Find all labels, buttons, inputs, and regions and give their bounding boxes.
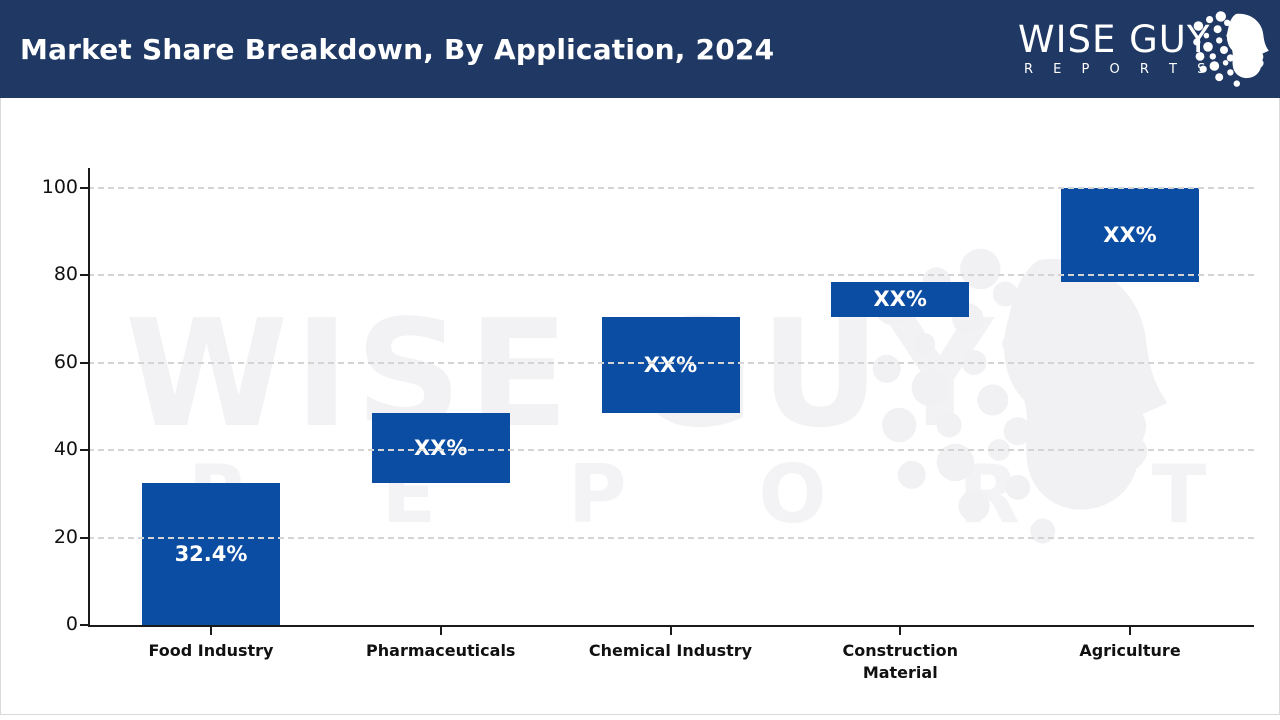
- watermark-text: WISE GUY: [125, 288, 1000, 460]
- y-tick-40: [80, 449, 88, 451]
- y-tick-100: [80, 186, 88, 189]
- bar-construction-material: XX%: [831, 282, 970, 317]
- category-label-0: Food Industry: [148, 641, 274, 660]
- gridline-60: [88, 361, 1254, 364]
- brand-logo: WISE GUY R E P O R T S: [1018, 10, 1270, 90]
- y-tick-label-40: 40: [53, 438, 78, 460]
- y-tick-label-100: 100: [41, 175, 78, 198]
- bar-pharmaceuticals: XX%: [371, 412, 510, 484]
- x-tick-2: [669, 627, 672, 635]
- x-tick-3: [899, 627, 902, 635]
- y-tick-20: [80, 536, 88, 539]
- y-tick-label-60: 60: [53, 350, 78, 373]
- category-label-1: Pharmaceuticals: [366, 641, 516, 660]
- y-axis-line: [88, 168, 90, 627]
- category-label-3: Construction Material: [842, 641, 959, 682]
- category-label-4: Agriculture: [1079, 641, 1181, 660]
- x-tick-1: [439, 627, 442, 635]
- bar-chemical-industry: XX%: [601, 316, 740, 413]
- bar-value-label: XX%: [1103, 222, 1157, 247]
- y-tick-label-20: 20: [53, 525, 78, 548]
- y-tick-80: [80, 274, 88, 276]
- y-tick-60: [80, 361, 88, 364]
- y-tick-label-80: 80: [53, 263, 78, 285]
- bar-value-label: XX%: [643, 352, 698, 377]
- brand-subtitle: R E P O R T S: [1024, 62, 1214, 77]
- dotted-head-icon: [1193, 11, 1269, 87]
- x-axis-line: [88, 625, 1254, 627]
- brand-name: WISE GUY: [1018, 18, 1211, 61]
- bar-value-label: XX%: [414, 436, 468, 461]
- category-label-2: Chemical Industry: [588, 641, 753, 660]
- y-tick-label-0: 0: [65, 613, 78, 635]
- bar-agriculture: XX%: [1061, 187, 1199, 282]
- gridline-100: [88, 186, 1254, 189]
- x-tick-4: [1129, 627, 1131, 635]
- gridline-40: [88, 449, 1254, 451]
- page-title: Market Share Breakdown, By Application, …: [20, 32, 775, 66]
- x-tick-0: [210, 627, 212, 635]
- gridline-80: [88, 274, 1254, 276]
- y-tick-0: [80, 624, 88, 626]
- header-bar: Market Share Breakdown, By Application, …: [0, 0, 1280, 98]
- gridline-20: [88, 536, 1254, 539]
- bar-value-label: XX%: [873, 287, 927, 312]
- bar-value-label: 32.4%: [174, 542, 248, 567]
- bar-food-industry: 32.4%: [142, 483, 280, 625]
